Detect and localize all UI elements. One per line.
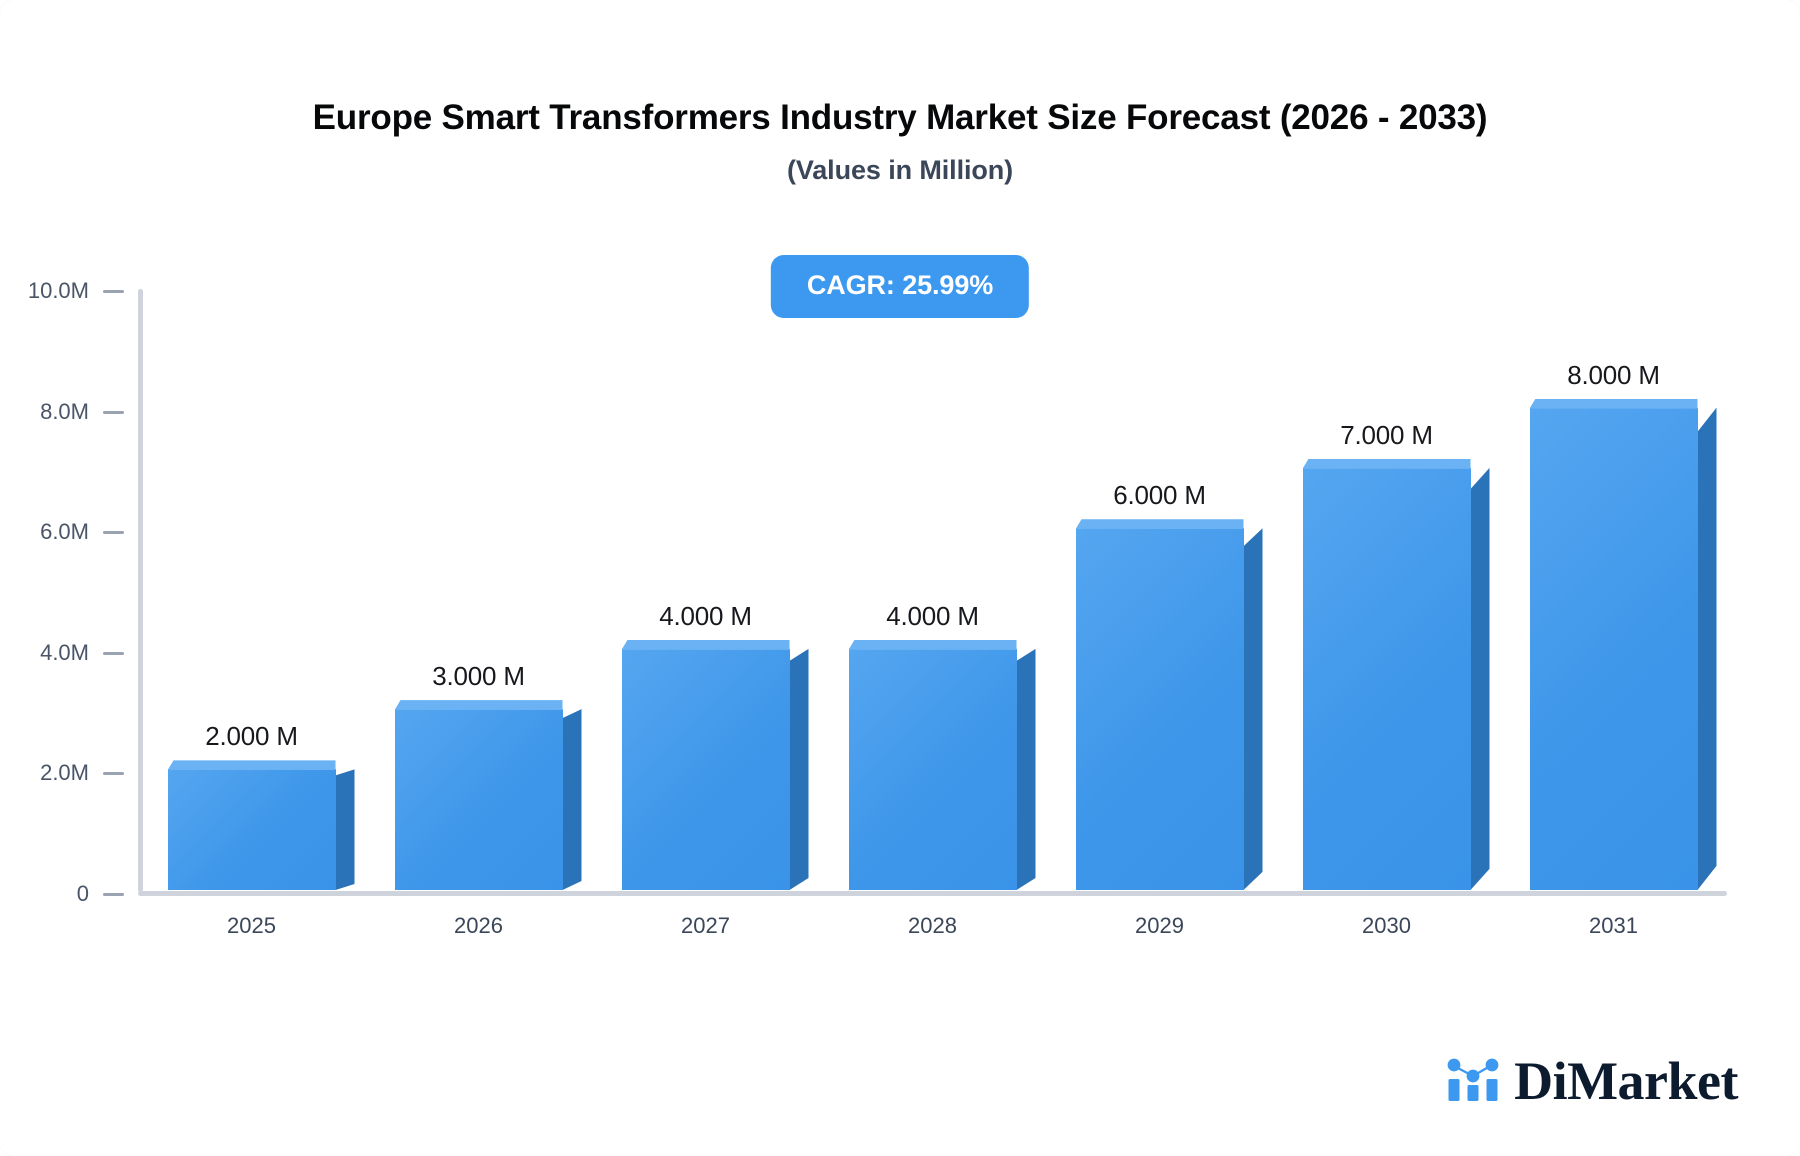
chart-title: Europe Smart Transformers Industry Marke…	[312, 98, 1488, 137]
x-axis-baseline	[138, 891, 1727, 896]
bar[interactable]: 2.000 M	[167, 721, 355, 890]
bar-value-label: 2.000 M	[205, 721, 298, 752]
bar-front-face	[1302, 467, 1471, 890]
bar[interactable]: 8.000 M	[1529, 360, 1717, 890]
bar-value-label: 4.000 M	[886, 600, 979, 631]
x-axis-tick-label: 2031	[1589, 913, 1638, 938]
bar-value-label: 8.000 M	[1567, 359, 1660, 390]
y-axis-tick-label: 8.0M	[40, 398, 89, 424]
y-axis-tick-label: 2.0M	[40, 760, 89, 786]
y-axis-tick-label: 6.0M	[40, 519, 89, 545]
y-axis-tick-mark	[103, 772, 124, 776]
bar-slot: 4.000 M 2027	[592, 289, 819, 938]
bar-slot: 2.000 M 2025	[138, 289, 365, 938]
bar-slot: 4.000 M 2028	[819, 289, 1046, 938]
bar-side-face	[1016, 648, 1036, 890]
bar-front-face	[167, 769, 336, 890]
x-axis-tick-label: 2030	[1362, 913, 1411, 938]
bar-side-face	[562, 709, 582, 890]
y-axis-tick-label: 10.0M	[27, 278, 89, 303]
bar-top-face	[167, 760, 336, 771]
bar-front-face	[621, 648, 790, 890]
bar-slot: 8.000 M 2031	[1500, 289, 1727, 938]
plot-area: 0 2.0M 4.0M 6.0M 8.0M 10.0M 2.000 M 2025 3.000 …	[28, 278, 1727, 938]
y-axis-tick-mark	[103, 893, 124, 896]
bar[interactable]: 6.000 M	[1075, 480, 1263, 890]
x-axis-tick-label: 2029	[1135, 913, 1184, 938]
bar-front-face	[394, 709, 563, 890]
bar-top-face	[1529, 398, 1698, 409]
bar-side-face	[335, 769, 355, 890]
bar-series: 2.000 M 2025 3.000 M 2026 4.000 M 2027 4.000 M…	[138, 289, 1727, 938]
x-axis-tick-label: 2027	[681, 913, 730, 938]
bar-side-face	[1697, 407, 1717, 890]
y-axis-spine	[138, 289, 143, 892]
x-axis-tick-label: 2028	[908, 913, 957, 938]
y-axis-tick-label: 0	[76, 881, 89, 906]
x-axis-tick-label: 2025	[227, 913, 276, 938]
bar-side-face	[789, 648, 809, 890]
y-axis-tick-mark	[103, 651, 124, 655]
bar-value-label: 4.000 M	[659, 600, 752, 631]
bar-slot: 7.000 M 2030	[1273, 289, 1500, 938]
bar-top-face	[1302, 458, 1471, 469]
bar-side-face	[1470, 467, 1490, 890]
bar-top-face	[621, 639, 790, 650]
bar-front-face	[848, 648, 1017, 890]
bar-front-face	[1075, 528, 1244, 890]
bar-slot: 3.000 M 2026	[365, 289, 592, 938]
y-axis-tick-mark	[103, 290, 124, 293]
bar-top-face	[394, 700, 563, 711]
bar-chart-dots-icon	[1446, 1055, 1500, 1108]
x-axis-tick-label: 2026	[454, 913, 503, 938]
bar-top-face	[848, 639, 1017, 650]
bar[interactable]: 7.000 M	[1302, 420, 1490, 890]
y-axis-tick-label: 4.0M	[40, 639, 89, 665]
bar-front-face	[1529, 407, 1698, 890]
chart-header: Europe Smart Transformers Industry Marke…	[0, 98, 1800, 186]
bar-slot: 6.000 M 2029	[1046, 289, 1273, 938]
bar[interactable]: 4.000 M	[848, 601, 1036, 890]
chart-subtitle: (Values in Million)	[786, 155, 1014, 186]
bar-top-face	[1075, 519, 1244, 530]
y-axis-tick-mark	[103, 410, 124, 414]
bar-value-label: 7.000 M	[1340, 419, 1433, 450]
y-axis-tick-mark	[103, 531, 124, 535]
bar[interactable]: 3.000 M	[394, 661, 582, 890]
bar-value-label: 6.000 M	[1113, 480, 1206, 511]
bar[interactable]: 4.000 M	[621, 601, 809, 890]
bar-side-face	[1243, 528, 1263, 890]
bar-value-label: 3.000 M	[432, 661, 525, 692]
cagr-badge: CAGR: 25.99%	[770, 255, 1030, 318]
dimarket-logo: DiMarket	[1446, 1054, 1738, 1108]
logo-text: DiMarket	[1514, 1051, 1738, 1111]
